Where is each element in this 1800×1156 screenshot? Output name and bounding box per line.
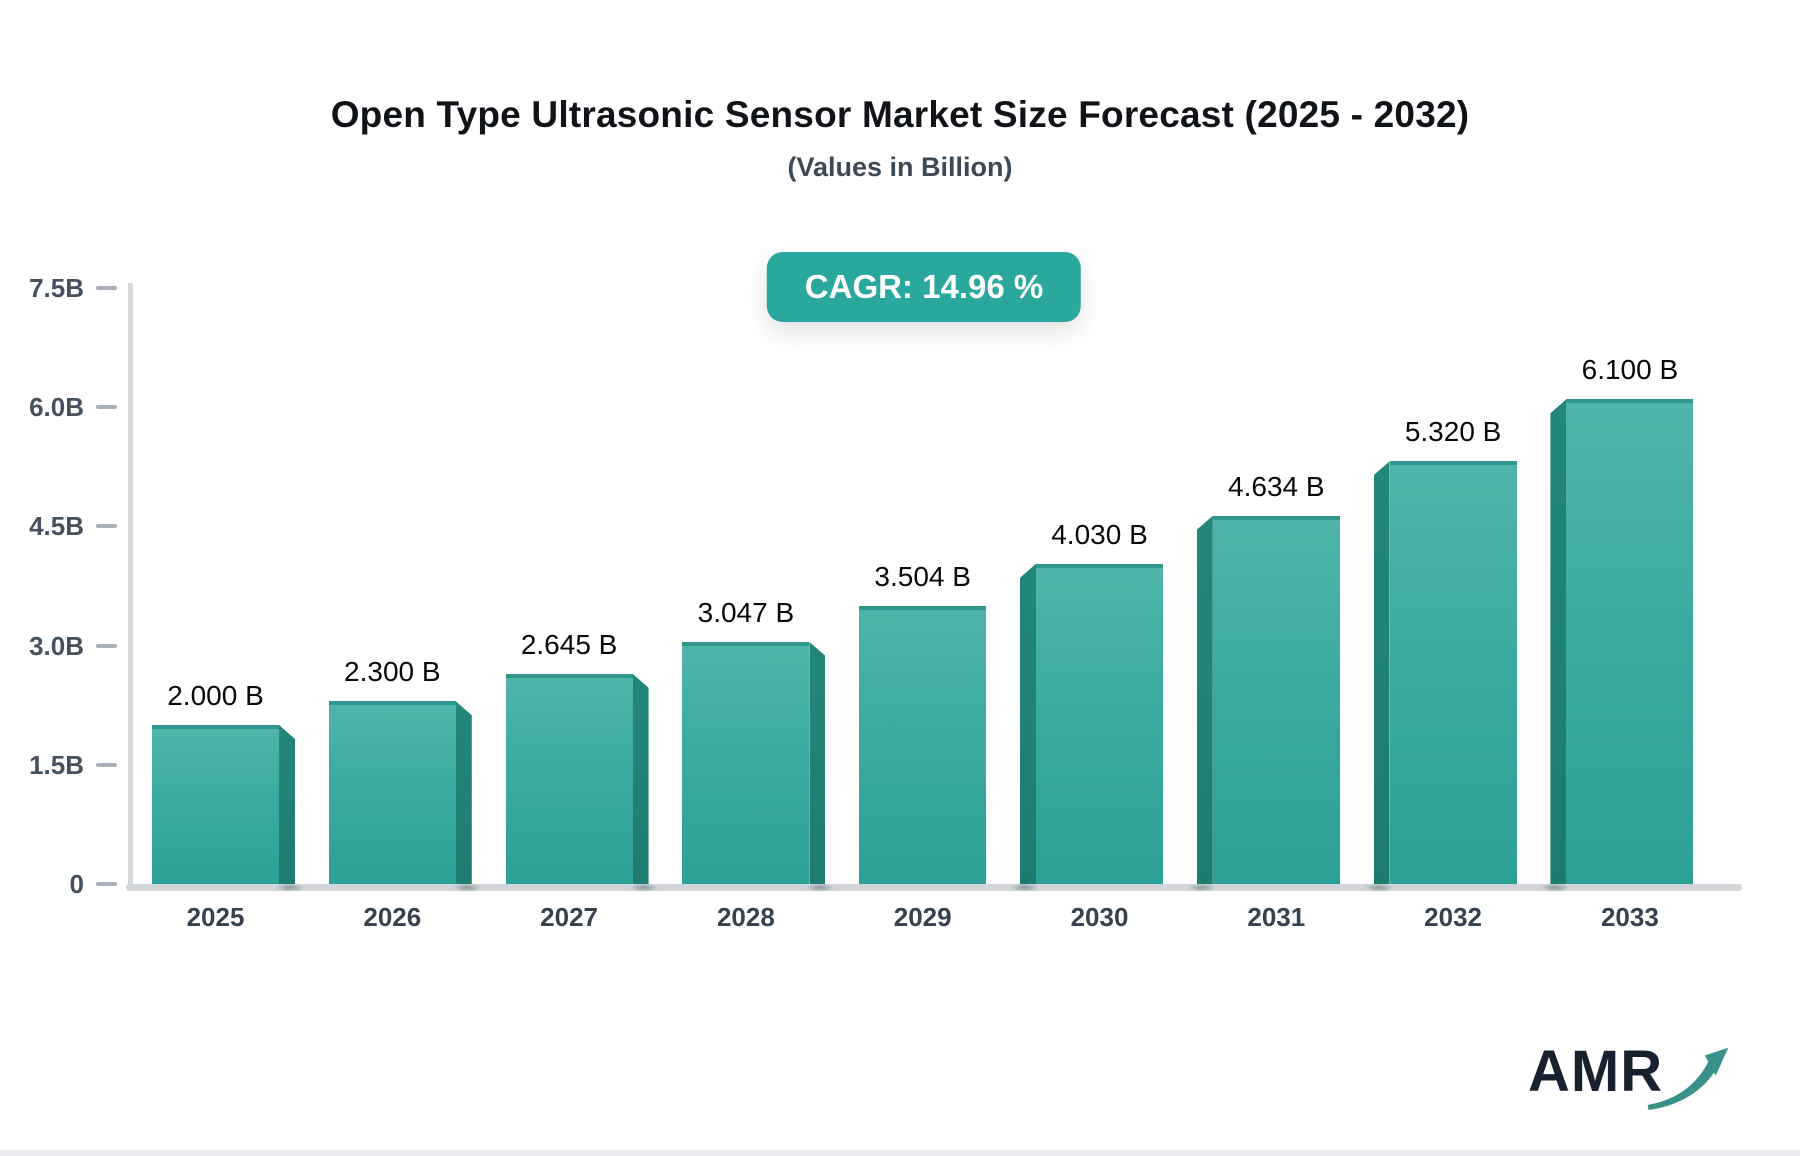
bar-2026 bbox=[328, 701, 456, 884]
bar-top-edge bbox=[682, 641, 810, 646]
x-axis-label-2029: 2029 bbox=[893, 902, 952, 932]
bottom-edge-strip bbox=[0, 1150, 1800, 1156]
bar-top-edge bbox=[152, 725, 279, 730]
bar-value-label: 3.047 B bbox=[697, 596, 795, 628]
bar-contact-shadow bbox=[1363, 883, 1394, 892]
y-tick-label: 6.0B bbox=[29, 392, 84, 423]
bar-value-label: 5.320 B bbox=[1404, 416, 1502, 448]
x-axis-label-2027: 2027 bbox=[540, 902, 599, 932]
bar-contact-shadow bbox=[805, 883, 836, 892]
bar-2030 bbox=[1036, 563, 1163, 884]
bar-2029 bbox=[859, 605, 987, 884]
bar-contact-shadow bbox=[451, 883, 482, 892]
y-tick-mark bbox=[96, 643, 117, 648]
x-axis-label-2031: 2031 bbox=[1247, 902, 1306, 932]
x-axis-label-2028: 2028 bbox=[716, 902, 775, 932]
x-axis-baseline bbox=[126, 884, 1742, 891]
bar-contact-shadow bbox=[1010, 883, 1040, 892]
growth-arrow-icon bbox=[1647, 1047, 1729, 1110]
y-tick-label: 3.0B bbox=[29, 630, 84, 661]
bar-top-edge bbox=[1212, 515, 1340, 520]
y-tick-label: 7.5B bbox=[29, 272, 84, 303]
y-tick-mark bbox=[96, 762, 117, 767]
bar-contact-shadow bbox=[1540, 883, 1571, 892]
bar-top-edge bbox=[328, 701, 456, 706]
bar-top-edge bbox=[1566, 399, 1694, 404]
bar-value-label: 4.030 B bbox=[1051, 518, 1148, 550]
chart-subtitle: (Values in Billion) bbox=[787, 152, 1013, 182]
y-tick-mark bbox=[96, 285, 117, 290]
amr-logo-text: AMR bbox=[1528, 1039, 1664, 1104]
bar-value-label: 2.300 B bbox=[344, 656, 441, 688]
bar-side-face bbox=[455, 701, 472, 884]
bar-side-face bbox=[809, 641, 826, 884]
amr-logo: AMR bbox=[1528, 1038, 1738, 1124]
bar-2028 bbox=[682, 641, 810, 884]
bar-side-face bbox=[1196, 515, 1213, 884]
bar-value-label: 2.000 B bbox=[167, 680, 264, 712]
y-tick-label: 4.5B bbox=[29, 511, 84, 542]
bar-contact-shadow bbox=[1186, 883, 1217, 892]
cagr-badge: CAGR: 14.96 % bbox=[766, 252, 1082, 322]
y-axis-line bbox=[128, 283, 133, 890]
bar-contact-shadow bbox=[275, 883, 305, 892]
y-tick-label: 0 bbox=[69, 869, 84, 899]
chart-title: Open Type Ultrasonic Sensor Market Size … bbox=[330, 94, 1470, 135]
bar-2025 bbox=[152, 725, 279, 884]
bar-side-face bbox=[1550, 399, 1567, 884]
bar-2033 bbox=[1566, 399, 1694, 884]
bar-side-face bbox=[632, 673, 649, 884]
y-tick-mark bbox=[96, 882, 117, 886]
bar-side-face bbox=[1373, 461, 1390, 884]
bar-value-label: 4.634 B bbox=[1228, 470, 1325, 502]
bar-value-label: 2.645 B bbox=[520, 628, 618, 660]
y-tick-mark bbox=[96, 405, 117, 410]
y-tick-mark bbox=[96, 524, 117, 529]
bar-value-label: 3.504 B bbox=[874, 560, 971, 592]
x-axis-label-2032: 2032 bbox=[1424, 902, 1483, 932]
bar-2031 bbox=[1212, 515, 1340, 884]
bar-top-edge bbox=[859, 605, 987, 610]
bar-top-edge bbox=[1389, 461, 1517, 466]
x-axis-label-2026: 2026 bbox=[363, 902, 422, 932]
bar-2032 bbox=[1389, 461, 1517, 884]
bar-top-edge bbox=[505, 673, 633, 678]
bar-2027 bbox=[505, 673, 633, 884]
x-axis-label-2030: 2030 bbox=[1070, 902, 1129, 932]
bar-side-face bbox=[1020, 563, 1036, 884]
bar-value-label: 6.100 B bbox=[1581, 354, 1679, 386]
bar-top-edge bbox=[1036, 563, 1163, 568]
bar-contact-shadow bbox=[628, 883, 659, 892]
x-axis-label-2025: 2025 bbox=[186, 902, 245, 932]
y-tick-label: 1.5B bbox=[29, 749, 84, 780]
x-axis-label-2033: 2033 bbox=[1600, 902, 1659, 932]
bar-side-face bbox=[279, 725, 295, 884]
